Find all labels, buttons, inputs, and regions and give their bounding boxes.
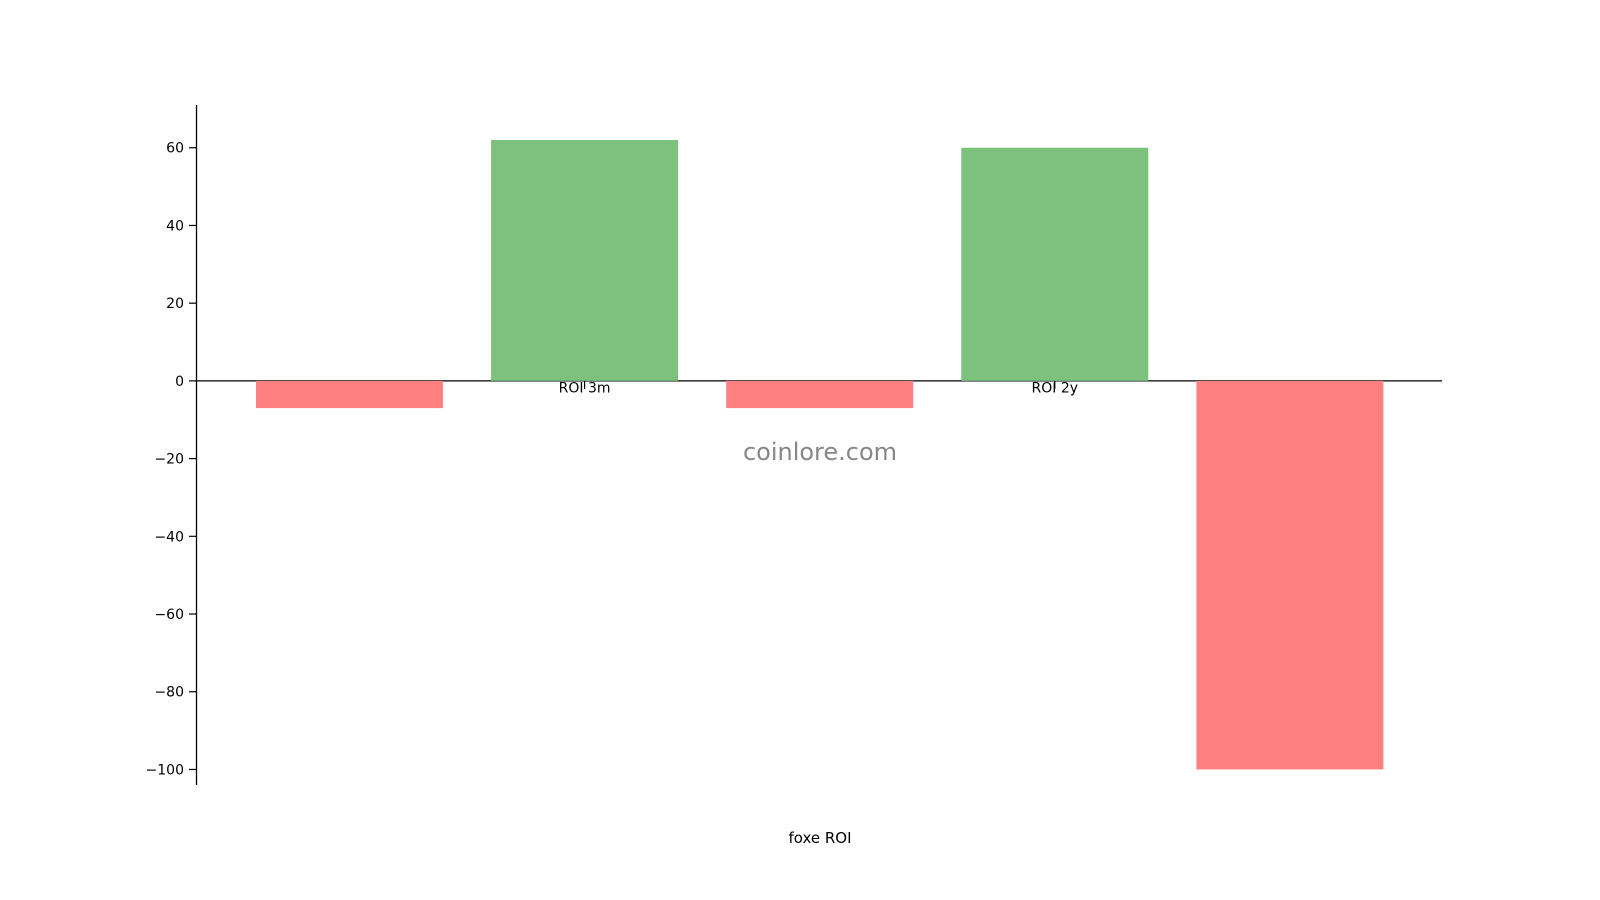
y-tick-label: 20 — [166, 296, 184, 312]
bar-3 — [726, 380, 914, 409]
x-tick-label: ROI 3m — [559, 380, 611, 396]
y-tick-label: 60 — [166, 141, 184, 157]
y-tick-label: 0 — [175, 374, 184, 390]
y-tick-label: −80 — [154, 685, 184, 701]
y-tick-label: −40 — [154, 529, 184, 545]
y-tick-label: −20 — [154, 452, 184, 468]
x-tick-label: ROI 2y — [1032, 380, 1079, 396]
y-tick-label: −60 — [154, 607, 184, 623]
bar-1 — [256, 380, 443, 409]
bar-5 — [1196, 380, 1384, 770]
bar-4 — [961, 147, 1149, 381]
bar-2 — [491, 139, 679, 381]
x-axis-title: foxe ROI — [788, 829, 852, 847]
y-tick-label: −100 — [146, 762, 184, 778]
y-tick-label: 40 — [166, 218, 184, 234]
watermark-text: coinlore.com — [742, 438, 898, 466]
